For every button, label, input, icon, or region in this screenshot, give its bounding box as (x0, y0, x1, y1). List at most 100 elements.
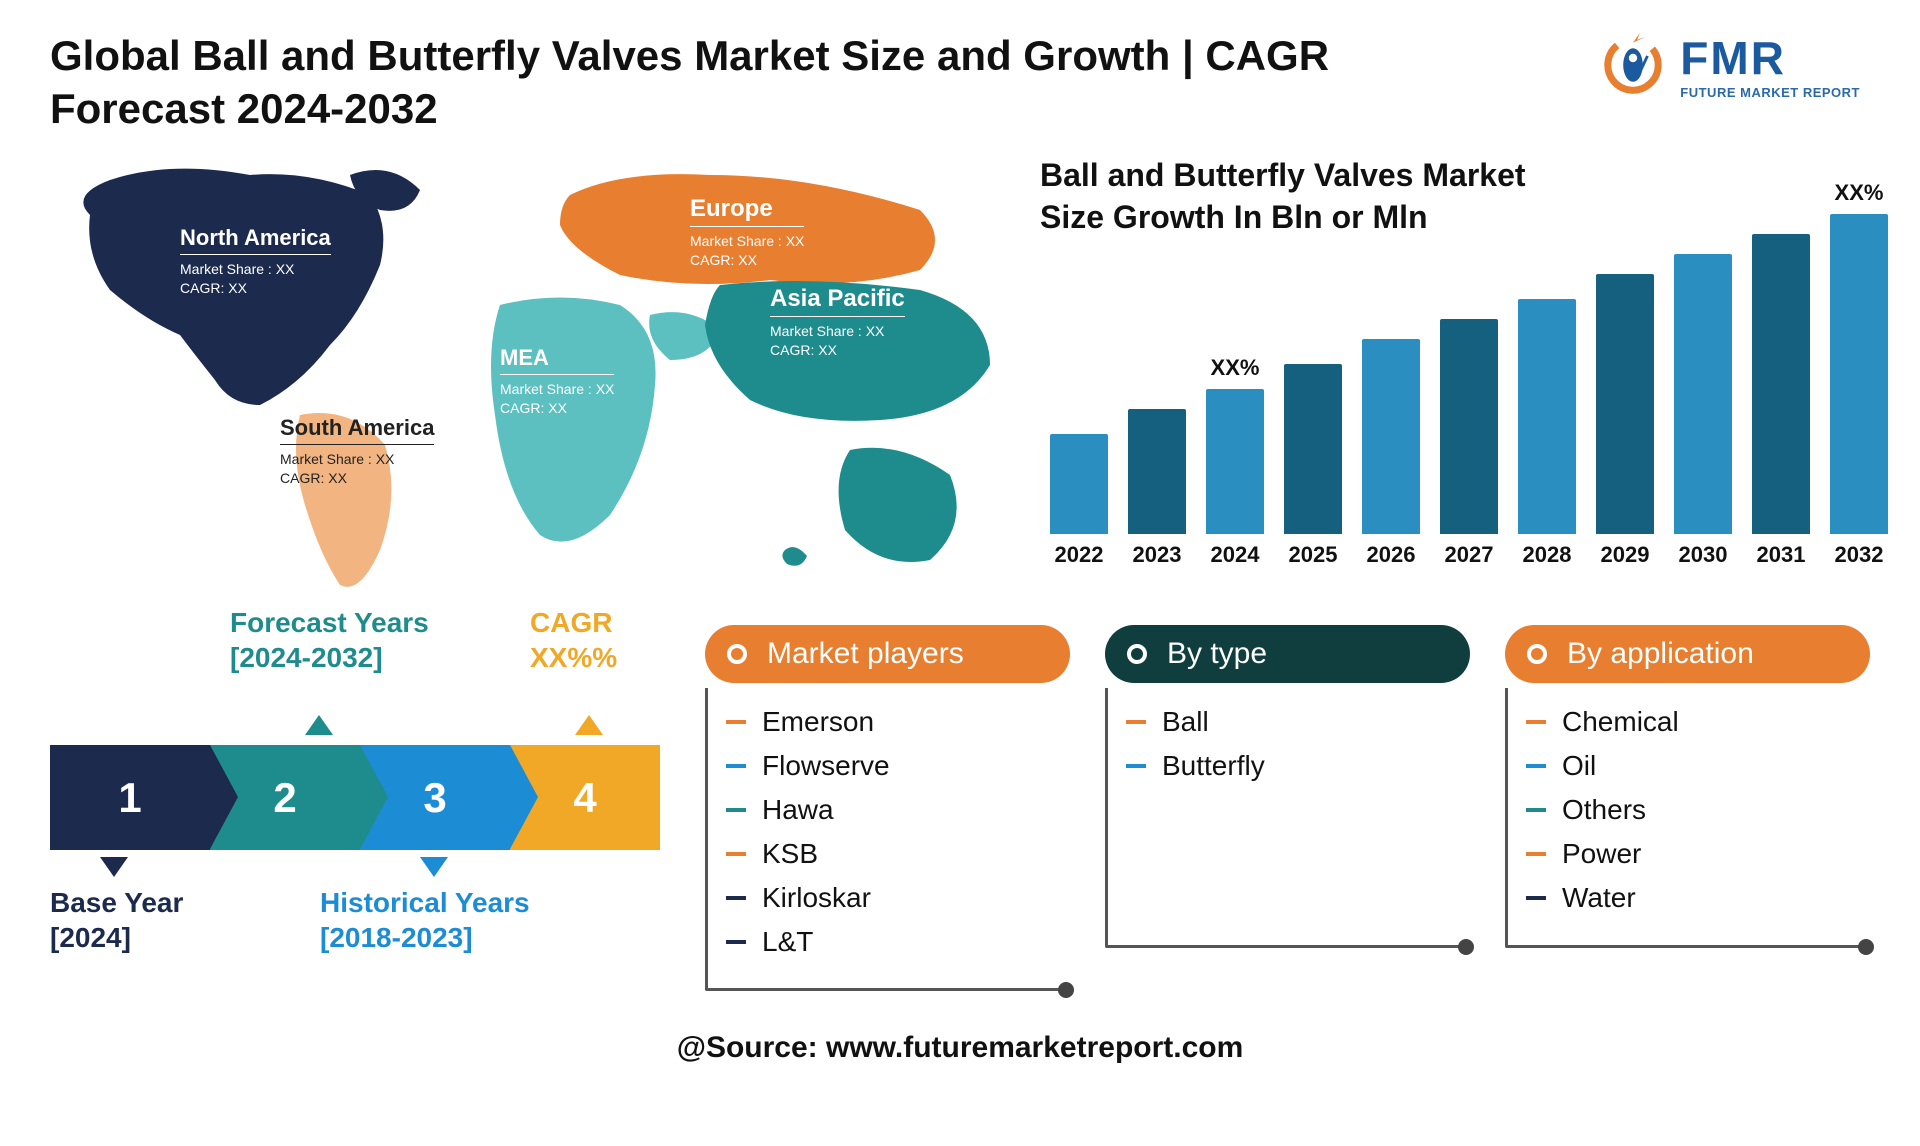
region-cagr: CAGR: XX (690, 251, 804, 270)
category-item-label: Hawa (762, 794, 834, 826)
region-divider (180, 254, 331, 255)
region-name: North America (180, 225, 331, 251)
region-label-north-america: North America Market Share : XXCAGR: XX (180, 225, 331, 298)
category-item: L&T (726, 926, 1050, 958)
category-title: Market players (767, 637, 964, 671)
bar-chart-bars: 20222023XX%20242025202620272028202920302… (1040, 248, 1898, 568)
category-item-label: Power (1562, 838, 1641, 870)
region-cagr: CAGR: XX (770, 341, 905, 360)
category-list: Ball Butterfly (1105, 688, 1470, 948)
bar (1596, 274, 1654, 534)
category-by-type: By typeBallButterfly (1105, 625, 1470, 991)
category-item: Emerson (726, 706, 1050, 738)
category-header: By application (1505, 625, 1870, 683)
region-divider (770, 316, 905, 317)
category-item-label: Flowserve (762, 750, 890, 782)
category-item-label: Oil (1562, 750, 1596, 782)
tick-icon (726, 764, 746, 768)
category-item-label: Ball (1162, 706, 1209, 738)
arrow-down-icon (420, 857, 448, 877)
tick-icon (726, 852, 746, 856)
category-item: KSB (726, 838, 1050, 870)
category-item: Others (1526, 794, 1850, 826)
region-share: Market Share : XX (180, 260, 331, 279)
bar-col: 2030 (1674, 254, 1732, 568)
logo: FMR FUTURE MARKET REPORT (1598, 30, 1860, 100)
tick-icon (1526, 720, 1546, 724)
bar-year-label: 2031 (1757, 542, 1806, 568)
bar-col: 2031 (1752, 234, 1810, 568)
bar-col: 2026 (1362, 339, 1420, 568)
category-item: Power (1526, 838, 1850, 870)
bullet-icon (1527, 644, 1547, 664)
world-map: North AmericaMarket Share : XXCAGR: XXSo… (50, 155, 1010, 595)
bar-col: 2028 (1518, 299, 1576, 568)
lower-row: Forecast Years [2024-2032] CAGR XX%% 123… (0, 595, 1920, 991)
bar-year-label: 2026 (1367, 542, 1416, 568)
timeline-cagr-line1: CAGR (530, 605, 617, 640)
timeline-base-label: Base Year [2024] (50, 885, 183, 955)
chevron-icon (360, 745, 388, 849)
category-item-label: Water (1562, 882, 1636, 914)
tick-icon (1526, 808, 1546, 812)
logo-tagline: FUTURE MARKET REPORT (1680, 85, 1860, 100)
region-label-europe: Europe Market Share : XXCAGR: XX (690, 195, 804, 270)
region-name: Europe (690, 195, 804, 223)
category-market-players: Market players Emerson Flowserve Hawa KSB Kir… (705, 625, 1070, 991)
bar-year-label: 2032 (1835, 542, 1884, 568)
region-cagr: CAGR: XX (500, 399, 614, 418)
bar (1284, 364, 1342, 534)
category-by-application: By application Chemical Oil Others Power Wate… (1505, 625, 1870, 991)
bar (1830, 214, 1888, 534)
tick-icon (726, 940, 746, 944)
timeline-segment: 1 (50, 745, 210, 850)
bar (1674, 254, 1732, 534)
bar-col: 2023 (1128, 409, 1186, 568)
page-title: Global Ball and Butterfly Valves Market … (50, 30, 1450, 135)
logo-icon (1598, 30, 1668, 100)
bar-chart: Ball and Butterfly Valves Market Size Gr… (1040, 155, 1898, 595)
arrow-up-icon (305, 715, 333, 735)
bar-chart-title: Ball and Butterfly Valves Market Size Gr… (1040, 155, 1560, 238)
timeline-cagr-label: CAGR XX%% (530, 605, 617, 675)
tick-icon (1526, 896, 1546, 900)
timeline-forecast-label: Forecast Years [2024-2032] (230, 605, 429, 675)
timeline-historical-label: Historical Years [2018-2023] (320, 885, 530, 955)
category-item-label: Chemical (1562, 706, 1679, 738)
timeline-forecast-line2: [2024-2032] (230, 640, 429, 675)
region-divider (500, 374, 614, 375)
category-header: Market players (705, 625, 1070, 683)
timeline-forecast-line1: Forecast Years (230, 605, 429, 640)
timeline-base-line1: Base Year (50, 885, 183, 920)
tick-icon (1126, 764, 1146, 768)
header: Global Ball and Butterfly Valves Market … (0, 0, 1920, 145)
category-item-label: Kirloskar (762, 882, 871, 914)
region-share: Market Share : XX (690, 232, 804, 251)
region-divider (280, 444, 434, 445)
bar-year-label: 2024 (1211, 542, 1260, 568)
timeline-base-line2: [2024] (50, 920, 183, 955)
region-cagr: CAGR: XX (180, 279, 331, 298)
arrow-up-icon (575, 715, 603, 735)
bullet-icon (727, 644, 747, 664)
bar-col: XX%2032 (1830, 214, 1888, 568)
source-text: @Source: www.futuremarketreport.com (0, 1031, 1920, 1065)
category-item-label: Others (1562, 794, 1646, 826)
bar-year-label: 2025 (1289, 542, 1338, 568)
bar-year-label: 2023 (1133, 542, 1182, 568)
category-item: Flowserve (726, 750, 1050, 782)
bar-top-label: XX% (1835, 180, 1884, 206)
bar-col: 2025 (1284, 364, 1342, 568)
bar (1440, 319, 1498, 534)
bar-year-label: 2029 (1601, 542, 1650, 568)
tick-icon (726, 720, 746, 724)
category-item: Kirloskar (726, 882, 1050, 914)
category-item: Butterfly (1126, 750, 1450, 782)
tick-icon (1526, 764, 1546, 768)
category-item: Hawa (726, 794, 1050, 826)
region-name: MEA (500, 345, 614, 371)
category-item: Chemical (1526, 706, 1850, 738)
category-item: Oil (1526, 750, 1850, 782)
bar-year-label: 2027 (1445, 542, 1494, 568)
bar-col: 2027 (1440, 319, 1498, 568)
